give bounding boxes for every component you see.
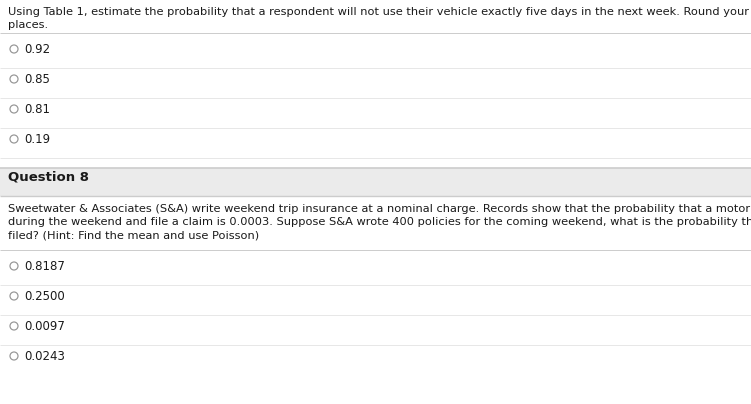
Text: Question 8: Question 8 — [8, 171, 89, 184]
Text: Sweetwater & Associates (S&A) write weekend trip insurance at a nominal charge. : Sweetwater & Associates (S&A) write week… — [8, 204, 751, 214]
Text: places.: places. — [8, 20, 48, 30]
Text: 0.0243: 0.0243 — [24, 350, 65, 363]
Text: Using Table 1, estimate the probability that a respondent will not use their veh: Using Table 1, estimate the probability … — [8, 7, 751, 17]
Text: filed? (Hint: Find the mean and use Poisson): filed? (Hint: Find the mean and use Pois… — [8, 230, 259, 240]
Text: 0.85: 0.85 — [24, 73, 50, 86]
Text: 0.81: 0.81 — [24, 103, 50, 116]
Text: during the weekend and file a claim is 0.0003. Suppose S&A wrote 400 policies fo: during the weekend and file a claim is 0… — [8, 217, 751, 227]
Text: 0.19: 0.19 — [24, 133, 50, 146]
Text: 0.2500: 0.2500 — [24, 290, 65, 303]
Text: 0.8187: 0.8187 — [24, 260, 65, 273]
Text: 0.92: 0.92 — [24, 43, 50, 56]
Text: 0.0097: 0.0097 — [24, 320, 65, 333]
Bar — [0, 168, 751, 196]
